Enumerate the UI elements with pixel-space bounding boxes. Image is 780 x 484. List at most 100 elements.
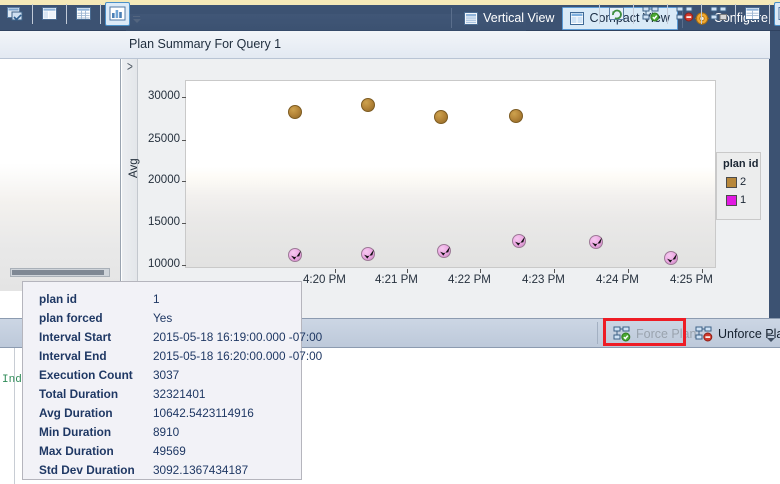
toolbar-fill xyxy=(126,14,526,31)
results-left-rule xyxy=(14,348,15,484)
toolbar-sep-3 xyxy=(100,4,101,24)
x-tick-label: 4:24 PM xyxy=(596,274,639,286)
y-tick-mark xyxy=(182,181,186,182)
unforce-plan-icon xyxy=(695,326,713,341)
forced-check-glyph xyxy=(667,253,677,263)
plan-compare-button[interactable] xyxy=(706,2,731,26)
chart-splitter[interactable] xyxy=(122,59,138,318)
tooltip-value: Yes xyxy=(153,311,173,325)
splitter-expand-icon[interactable]: > xyxy=(127,59,133,76)
tooltip-value: 3037 xyxy=(153,368,180,382)
plan-compare-icon xyxy=(710,6,727,20)
y-tick-mark xyxy=(182,140,186,141)
legend-entry[interactable]: 1 xyxy=(726,194,746,206)
editor-horizontal-scrollbar[interactable] xyxy=(10,268,110,277)
data-point-tooltip: plan id 1 plan forced Yes Interval Start 2015… xyxy=(22,281,322,480)
unforce-plan-button[interactable]: Unforce Plan xyxy=(690,323,780,344)
toolbar-divider xyxy=(451,8,453,28)
editor-text-fragment: Ind xyxy=(2,374,22,386)
grid-view-button[interactable] xyxy=(71,2,96,26)
toolbar-sep-r1 xyxy=(633,4,634,24)
data-point-plan-2[interactable] xyxy=(288,105,302,119)
legend-entry[interactable]: 2 xyxy=(726,176,746,188)
x-tick-label: 4:23 PM xyxy=(522,274,565,286)
tooltip-value: 1 xyxy=(153,292,160,306)
x-tick-label: 4:21 PM xyxy=(375,274,418,286)
y-tick-label: 20000 xyxy=(148,174,180,186)
refresh-button[interactable] xyxy=(604,2,629,26)
data-point-plan-2[interactable] xyxy=(434,110,448,124)
data-point-plan-2[interactable] xyxy=(361,98,375,112)
toolbar-sep-r0 xyxy=(599,4,600,24)
vertical-view-label: Vertical View xyxy=(483,11,555,25)
tooltip-value: 8910 xyxy=(153,425,180,439)
x-tick-mark xyxy=(702,269,703,273)
export-grid-icon xyxy=(7,7,23,21)
table-view-button[interactable] xyxy=(740,2,765,26)
data-point-plan-2[interactable] xyxy=(509,109,523,123)
tooltip-key: plan forced xyxy=(39,311,103,325)
scrollbar-thumb[interactable] xyxy=(12,270,104,275)
data-point-plan-1[interactable] xyxy=(437,244,451,258)
export-grid-button[interactable] xyxy=(3,2,28,26)
tooltip-value: 32321401 xyxy=(153,387,206,401)
y-tick-label: 30000 xyxy=(148,90,180,102)
toolbar-sep-r3 xyxy=(701,4,702,24)
editor-bottom-white xyxy=(0,291,22,318)
force-plan-label: Force Plan xyxy=(636,326,697,341)
panel-toolbar-right-group xyxy=(596,1,780,27)
force-plan-button[interactable]: Force Plan xyxy=(608,323,701,344)
tooltip-value: 49569 xyxy=(153,444,186,458)
force-plan-grid-button[interactable] xyxy=(638,2,663,26)
y-tick-mark xyxy=(182,97,186,98)
vertical-view-button[interactable]: Vertical View xyxy=(456,7,562,30)
tooltip-key: Max Duration xyxy=(39,444,114,458)
data-point-plan-1[interactable] xyxy=(361,247,375,261)
tooltip-value: 10642.5423114916 xyxy=(153,406,254,420)
y-tick-label: 10000 xyxy=(148,258,180,270)
grid-view-icon xyxy=(76,7,91,20)
bar-chart-button[interactable] xyxy=(105,2,130,26)
unforce-plan-grid-icon xyxy=(676,6,693,22)
bar-chart-icon xyxy=(109,6,126,21)
left-toolbar-overflow-button[interactable] xyxy=(131,3,142,25)
table-view-icon xyxy=(745,7,760,20)
line-chart-button[interactable] xyxy=(774,2,780,26)
title-accent-strip xyxy=(0,0,780,5)
forced-check-glyph xyxy=(291,250,301,260)
tooltip-key: Execution Count xyxy=(39,368,133,382)
query-editor-pane xyxy=(0,59,121,291)
properties-pane-button[interactable] xyxy=(37,2,62,26)
vertical-view-icon xyxy=(464,11,479,25)
x-tick-label: 4:20 PM xyxy=(303,274,346,286)
x-tick-mark xyxy=(335,269,336,273)
data-point-plan-1[interactable] xyxy=(664,251,678,265)
tooltip-key: Min Duration xyxy=(39,425,112,439)
forced-check-glyph xyxy=(364,249,374,259)
chevron-down-icon-3 xyxy=(766,338,775,342)
right-window-border xyxy=(770,31,780,318)
force-plan-icon xyxy=(613,326,631,341)
y-tick-label: 25000 xyxy=(148,133,180,145)
refresh-icon xyxy=(609,7,624,20)
tooltip-value: 2015-05-18 16:20:00.000 -07:00 xyxy=(153,349,323,363)
tooltip-key: Total Duration xyxy=(39,387,119,401)
legend-title: plan id xyxy=(723,158,759,170)
bottom-toolbar-overflow-button[interactable] xyxy=(765,326,776,342)
toolbar-sep-2 xyxy=(66,4,67,24)
forced-check-glyph xyxy=(440,246,450,256)
data-point-plan-1[interactable] xyxy=(288,248,302,262)
x-tick-mark xyxy=(554,269,555,273)
tooltip-key: Std Dev Duration xyxy=(39,463,135,477)
force-plan-highlight-box xyxy=(603,318,686,346)
legend-label: 1 xyxy=(740,194,747,206)
data-point-plan-1[interactable] xyxy=(512,234,526,248)
tooltip-key: Interval Start xyxy=(39,330,112,344)
y-tick-mark xyxy=(182,223,186,224)
legend-label: 2 xyxy=(740,176,747,188)
force-plan-grid-icon xyxy=(642,6,659,22)
tooltip-key: Interval End xyxy=(39,349,107,363)
unforce-plan-grid-button[interactable] xyxy=(672,2,697,26)
data-point-plan-1[interactable] xyxy=(589,235,603,249)
compact-view-icon xyxy=(570,11,585,25)
